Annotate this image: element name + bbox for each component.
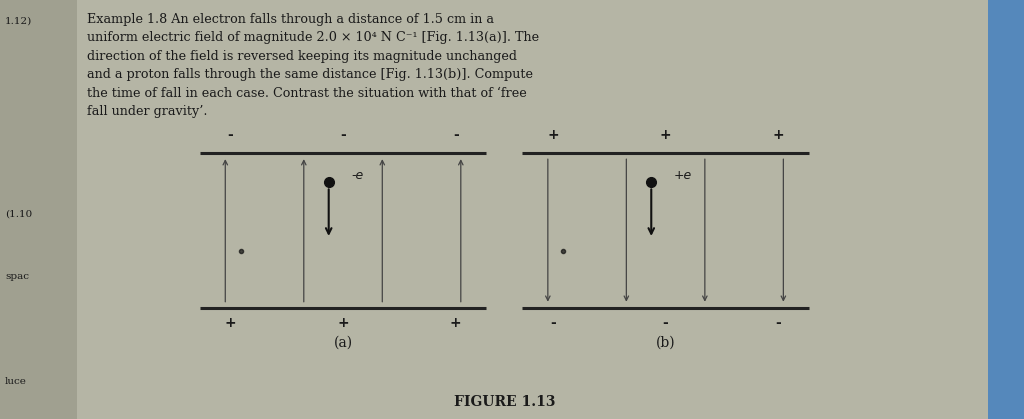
Text: -: - bbox=[550, 316, 556, 329]
Text: (a): (a) bbox=[334, 335, 352, 349]
Bar bbox=[0, 0, 77, 419]
Text: +: + bbox=[659, 129, 672, 142]
Text: +: + bbox=[337, 316, 349, 329]
Text: spac: spac bbox=[5, 272, 29, 281]
Text: Example 1.8 An electron falls through a distance of 1.5 cm in a
uniform electric: Example 1.8 An electron falls through a … bbox=[87, 13, 540, 118]
Text: +: + bbox=[224, 316, 237, 329]
Text: -: - bbox=[227, 129, 233, 142]
Text: +: + bbox=[772, 129, 784, 142]
Text: luce: luce bbox=[5, 377, 27, 386]
Text: -: - bbox=[340, 129, 346, 142]
Text: (b): (b) bbox=[655, 335, 676, 349]
Text: FIGURE 1.13: FIGURE 1.13 bbox=[454, 395, 555, 409]
Text: -: - bbox=[663, 316, 669, 329]
Text: +: + bbox=[547, 129, 559, 142]
Text: (1.10: (1.10 bbox=[5, 210, 33, 218]
Text: -e: -e bbox=[351, 169, 364, 183]
Text: 1.12): 1.12) bbox=[5, 17, 33, 26]
Text: -: - bbox=[453, 129, 459, 142]
Bar bbox=[988, 0, 1024, 419]
Text: -: - bbox=[775, 316, 781, 329]
Text: +: + bbox=[450, 316, 462, 329]
Text: +e: +e bbox=[674, 169, 692, 183]
